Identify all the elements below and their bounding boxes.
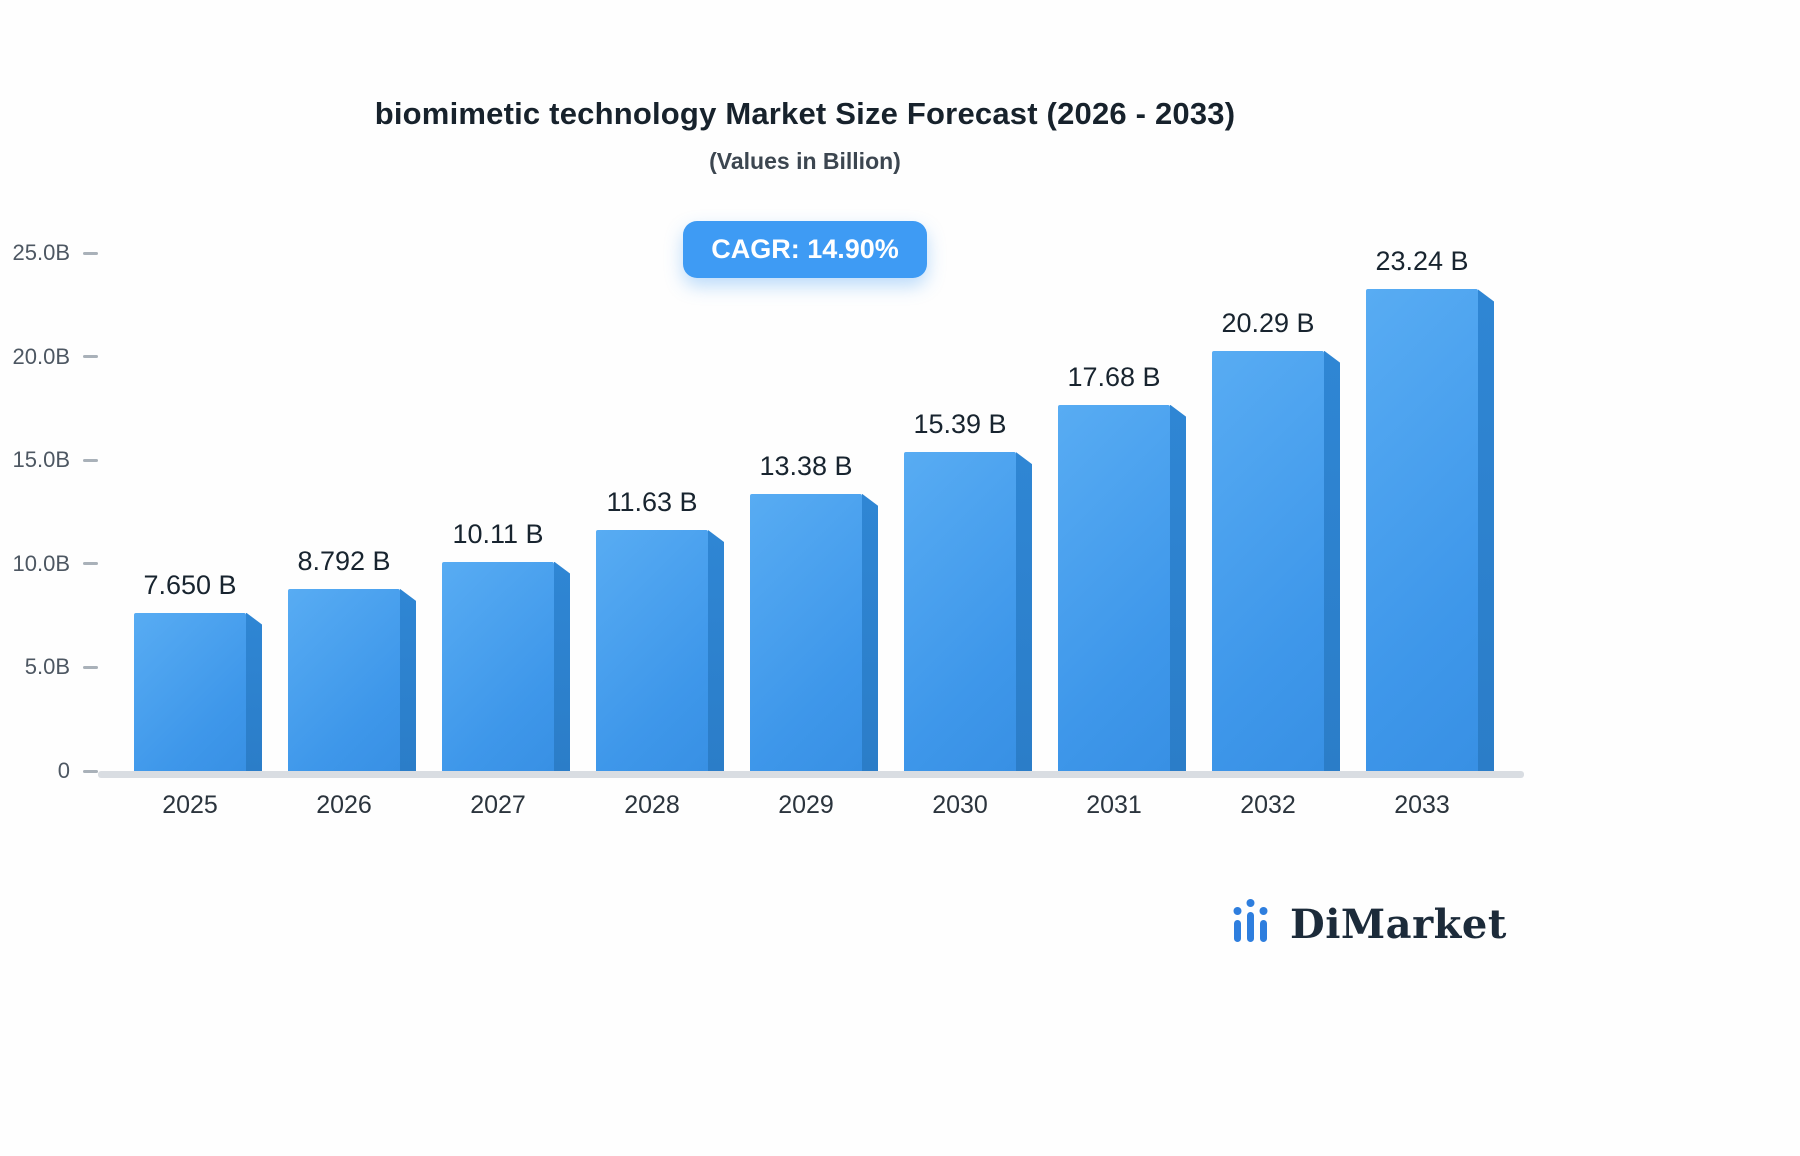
x-axis-label: 2029 [778,791,834,819]
x-axis-label: 2028 [624,791,680,819]
bar-side-face [246,612,262,771]
bar [442,561,554,771]
cagr-badge: CAGR: 14.90% [683,221,927,278]
bar-group: 20.29 B [1212,308,1340,771]
bar-group: 11.63 B [596,487,724,771]
y-tick-label: 10.0B [12,550,71,576]
brand-name: DiMarket [1290,901,1507,948]
bar-value-label: 17.68 B [1067,361,1161,392]
bar-group: 8.792 B [288,546,416,771]
x-axis-label: 2027 [470,791,526,819]
chart-subtitle: (Values in Billion) [709,148,901,174]
x-axis-label: 2033 [1394,791,1450,819]
y-tick-mark [83,665,98,669]
bar-value-label: 20.29 B [1221,307,1315,338]
bar-side-face [1016,452,1032,771]
y-tick-mark [83,562,98,566]
bar [1058,404,1170,771]
x-axis-label: 2025 [162,791,218,819]
bar-value-label: 8.792 B [297,545,391,576]
bar-group: 13.38 B [750,451,878,771]
x-axis-label: 2032 [1240,791,1296,819]
plot-area: 0 5.0B 10.0B 15.0B 20.0B 25.0B 7.650 B 2025 8.79… [13,241,1524,819]
y-tick-mark [83,251,98,255]
x-axis-label: 2031 [1086,791,1142,819]
x-axis-label: 2026 [316,791,372,819]
bar-value-label: 15.39 B [913,409,1007,440]
bar [904,452,1016,771]
bar-side-face [554,561,570,771]
y-tick-mark [83,355,98,359]
bar-value-label: 13.38 B [759,450,853,481]
bar-group: 7.650 B [134,570,262,771]
bar-side-face [1478,289,1494,771]
bar-value-label: 23.24 B [1375,246,1469,277]
bar-chart-logo-icon [1228,898,1276,951]
bar-group: 17.68 B [1058,362,1186,771]
bar-side-face [1324,350,1340,771]
y-tick-label: 20.0B [12,343,71,369]
y-tick-label: 0 [57,758,70,783]
bar [134,612,246,771]
bar [750,493,862,771]
bar-group: 23.24 B [1366,246,1494,771]
bar-value-label: 11.63 B [606,487,698,518]
bar-side-face [708,530,724,771]
chart-header: biomimetic technology Market Size Foreca… [0,0,1610,278]
bar [288,588,400,771]
bar [1366,289,1478,771]
brand-logo: DiMarket [1228,898,1507,951]
y-tick-mark [83,769,98,773]
bar [596,530,708,771]
bar-group: 10.11 B [442,519,570,771]
x-axis-baseline [98,771,1524,778]
y-tick-label: 25.0B [12,240,71,265]
y-tick-mark [83,458,98,462]
y-tick-label: 15.0B [12,447,71,473]
x-axis-label: 2030 [932,791,988,819]
bar-value-label: 7.650 B [143,569,237,600]
bar-value-label: 10.11 B [452,518,544,549]
bar-side-face [1170,404,1186,771]
bar-side-face [400,588,416,771]
bar-group: 15.39 B [904,409,1032,771]
chart-title: biomimetic technology Market Size Foreca… [374,96,1236,131]
y-tick-label: 5.0B [24,654,70,680]
bar-side-face [862,493,878,771]
bar [1212,350,1324,771]
